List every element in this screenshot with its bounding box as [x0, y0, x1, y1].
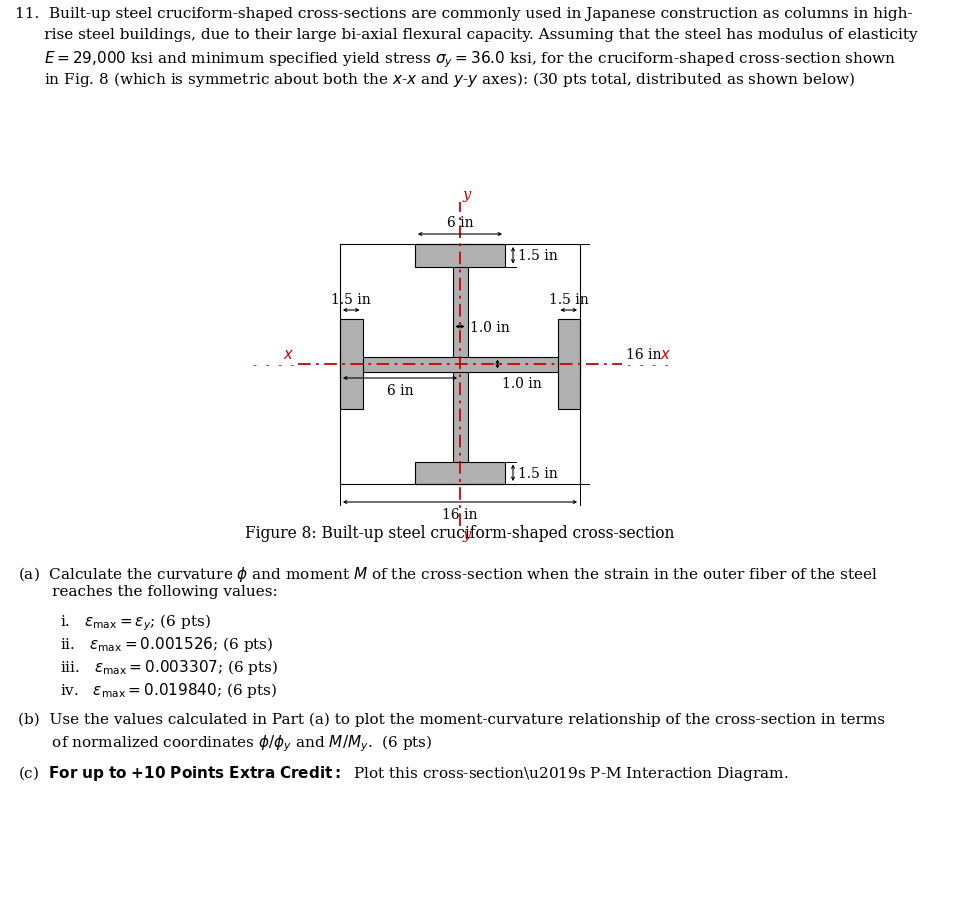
Text: - - - -: - - - - — [252, 359, 296, 369]
Text: 1.5 in: 1.5 in — [518, 466, 558, 481]
Bar — [557, 320, 580, 410]
Text: iv.   $\varepsilon_{\mathrm{max}} = 0.019840$; (6 pts): iv. $\varepsilon_{\mathrm{max}} = 0.0198… — [60, 680, 277, 699]
Text: of normalized coordinates $\phi/\phi_y$ and $M/M_y$.  (6 pts): of normalized coordinates $\phi/\phi_y$ … — [18, 732, 433, 753]
Text: 11.  Built-up steel cruciform-shaped cross-sections are commonly used in Japanes: 11. Built-up steel cruciform-shaped cros… — [15, 7, 913, 21]
Bar — [453, 244, 467, 484]
Text: ii.   $\varepsilon_{\mathrm{max}} = 0.001526$; (6 pts): ii. $\varepsilon_{\mathrm{max}} = 0.0015… — [60, 634, 273, 653]
Text: - - - -: - - - - — [626, 359, 669, 369]
Text: $x$: $x$ — [660, 347, 671, 361]
Text: rise steel buildings, due to their large bi-axial flexural capacity. Assuming th: rise steel buildings, due to their large… — [15, 28, 918, 42]
Bar — [415, 462, 505, 484]
Text: 1.5 in: 1.5 in — [332, 292, 371, 307]
Bar — [340, 357, 580, 372]
Text: 16 in: 16 in — [626, 347, 662, 361]
Text: in Fig. 8 (which is symmetric about both the $x$-$x$ and $y$-$y$ axes): (30 pts : in Fig. 8 (which is symmetric about both… — [15, 70, 855, 89]
Text: iii.   $\varepsilon_{\mathrm{max}} = 0.003307$; (6 pts): iii. $\varepsilon_{\mathrm{max}} = 0.003… — [60, 657, 278, 676]
Text: 6 in: 6 in — [447, 216, 474, 230]
Text: (a)  Calculate the curvature $\phi$ and moment $M$ of the cross-section when the: (a) Calculate the curvature $\phi$ and m… — [18, 564, 878, 584]
Text: 1.0 in: 1.0 in — [502, 377, 541, 391]
Text: $E = 29{,}000$ ksi and minimum specified yield stress $\sigma_y = 36.0$ ksi, for: $E = 29{,}000$ ksi and minimum specified… — [15, 49, 896, 70]
Text: y: y — [463, 187, 471, 202]
Text: reaches the following values:: reaches the following values: — [18, 584, 278, 598]
Bar — [340, 320, 363, 410]
Text: (c)  $\mathbf{For\ up\ to\ {+}10\ Points\ Extra\ Credit:}$  Plot this cross-sect: (c) $\mathbf{For\ up\ to\ {+}10\ Points\… — [18, 763, 788, 782]
Text: 16 in: 16 in — [442, 507, 478, 521]
Text: Figure 8: Built-up steel cruciform-shaped cross-section: Figure 8: Built-up steel cruciform-shape… — [246, 525, 675, 541]
Text: $x$: $x$ — [283, 347, 294, 361]
Text: (b)  Use the values calculated in Part (a) to plot the moment-curvature relation: (b) Use the values calculated in Part (a… — [18, 712, 885, 727]
Text: 1.5 in: 1.5 in — [549, 292, 589, 307]
Bar — [340, 244, 580, 484]
Bar — [415, 244, 505, 267]
Text: 1.5 in: 1.5 in — [518, 249, 558, 263]
Text: 1.0 in: 1.0 in — [471, 320, 510, 335]
Text: i.   $\varepsilon_{\mathrm{max}} = \varepsilon_y$; (6 pts): i. $\varepsilon_{\mathrm{max}} = \vareps… — [60, 611, 211, 632]
Text: y: y — [463, 528, 471, 541]
Text: 6 in: 6 in — [386, 383, 413, 398]
